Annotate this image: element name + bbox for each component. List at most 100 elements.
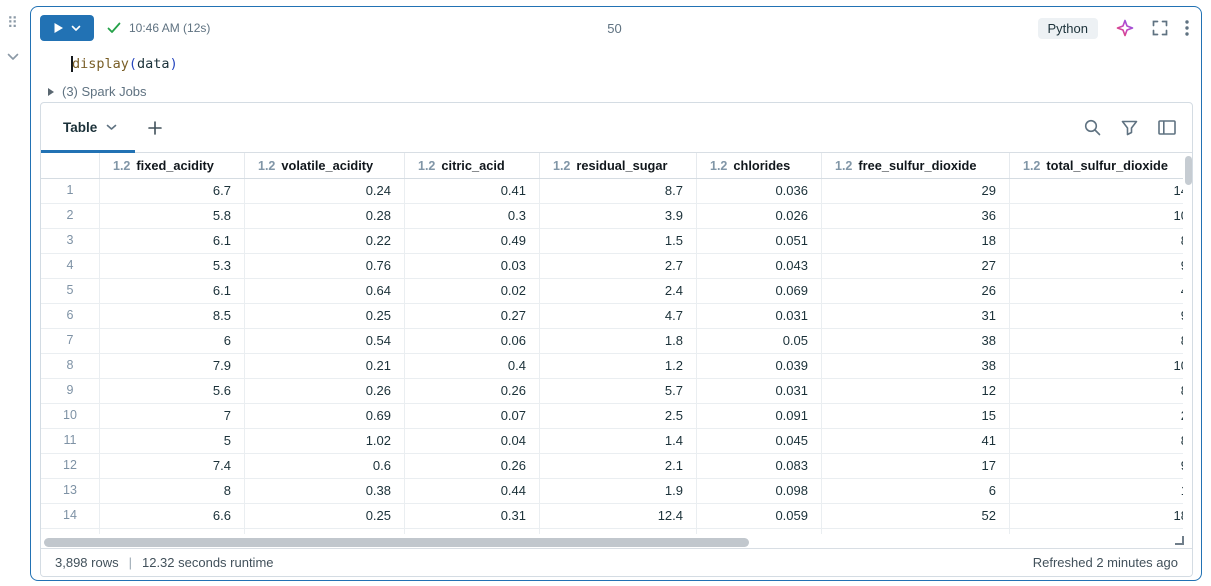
cell: 0.26 — [405, 454, 540, 478]
row-number: 2 — [41, 204, 100, 228]
code-editor-line[interactable]: display(data) — [71, 54, 178, 74]
column-header-volatile_acidity[interactable]: 1.2 volatile_acidity — [245, 153, 405, 178]
cell: 4 — [1010, 279, 1183, 303]
column-header-fixed_acidity[interactable]: 1.2 fixed_acidity — [100, 153, 245, 178]
run-chevron-down-icon — [71, 25, 81, 32]
spark-jobs-expander[interactable]: (3) Spark Jobs — [48, 84, 147, 99]
column-header-total_sulfur_dioxide[interactable]: 1.2 total_sulfur_dioxide — [1010, 153, 1183, 178]
cell: 5.3 — [100, 254, 245, 278]
cell: 6 — [822, 479, 1010, 503]
drag-handle-icon[interactable]: ⠿ — [7, 15, 18, 32]
cell: 10 — [1010, 204, 1183, 228]
columns-icon[interactable] — [1158, 120, 1176, 135]
numeric-type-icon: 1.2 — [710, 158, 728, 173]
column-name: fixed_acidity — [136, 158, 214, 173]
cell: 52 — [822, 504, 1010, 528]
cell: 8.5 — [100, 304, 245, 328]
cell: 29 — [822, 179, 1010, 203]
text-cursor — [71, 56, 73, 72]
grid-header-row: 1.2 fixed_acidity 1.2 volatile_acidity 1.2 ci… — [41, 153, 1183, 179]
cell: 5.7 — [540, 379, 697, 403]
cell: 0.039 — [697, 354, 822, 378]
numeric-type-icon: 1.2 — [835, 158, 853, 173]
code-argument: data — [137, 56, 170, 72]
expander-triangle-icon — [48, 87, 54, 96]
cell-toolbar: 50 10:46 AM (12s) Python — [40, 14, 1189, 42]
cell: 8 — [1010, 429, 1183, 453]
column-name: chlorides — [733, 158, 791, 173]
cell: 0.21 — [245, 354, 405, 378]
cell: 0.026 — [697, 204, 822, 228]
language-selector[interactable]: Python — [1037, 17, 1098, 39]
cell: 2.5 — [540, 404, 697, 428]
cell: 9 — [1010, 304, 1183, 328]
code-open-paren: ( — [128, 56, 138, 72]
tab-table-label: Table — [63, 120, 98, 135]
run-button[interactable] — [40, 15, 94, 41]
tab-chevron-down-icon — [106, 124, 117, 131]
table-row: 56.10.640.022.40.069264 — [41, 279, 1183, 304]
cell: 6 — [100, 329, 245, 353]
refreshed-text: Refreshed 2 minutes ago — [1032, 555, 1178, 570]
table-row: 127.40.60.262.10.083179 — [41, 454, 1183, 479]
cell: 18 — [1010, 504, 1183, 528]
horizontal-scrollbar[interactable] — [44, 538, 749, 547]
collapse-chevron-icon[interactable] — [7, 48, 19, 66]
cell: 1.2 — [540, 354, 697, 378]
cell: 1.02 — [245, 429, 405, 453]
row-number-header — [41, 153, 100, 178]
column-header-chlorides[interactable]: 1.2 chlorides — [697, 153, 822, 178]
tab-table[interactable]: Table — [41, 103, 131, 152]
cell: 0.045 — [697, 429, 822, 453]
cell — [100, 529, 245, 534]
cell: 0.03 — [405, 254, 540, 278]
column-name: volatile_acidity — [281, 158, 374, 173]
vertical-scrollbar[interactable] — [1185, 156, 1192, 185]
filter-icon[interactable] — [1121, 120, 1138, 136]
column-name: citric_acid — [441, 158, 505, 173]
numeric-type-icon: 1.2 — [258, 158, 276, 173]
cell: 1.9 — [540, 479, 697, 503]
cell: 0.06 — [405, 329, 540, 353]
table-row: 45.30.760.032.70.043279 — [41, 254, 1183, 279]
success-check-icon — [107, 22, 121, 34]
cell: 8 — [1010, 329, 1183, 353]
numeric-type-icon: 1.2 — [553, 158, 571, 173]
cell: 0.69 — [245, 404, 405, 428]
column-header-citric_acid[interactable]: 1.2 citric_acid — [405, 153, 540, 178]
assistant-sparkle-icon[interactable] — [1115, 18, 1135, 38]
column-header-free_sulfur_dioxide[interactable]: 1.2 free_sulfur_dioxide — [822, 153, 1010, 178]
cell: 8 — [100, 479, 245, 503]
cell: 12 — [822, 379, 1010, 403]
cell: 38 — [822, 329, 1010, 353]
cell: 5.8 — [100, 204, 245, 228]
search-icon[interactable] — [1084, 119, 1101, 136]
cell: 4.7 — [540, 304, 697, 328]
cell: 0.083 — [697, 454, 822, 478]
cell: 0.64 — [245, 279, 405, 303]
cell: 8 — [1010, 379, 1183, 403]
cell: 0.24 — [245, 179, 405, 203]
cell: 26 — [822, 279, 1010, 303]
row-number: 8 — [41, 354, 100, 378]
row-number: 1 — [41, 179, 100, 203]
numeric-type-icon: 1.2 — [418, 158, 436, 173]
cell — [405, 529, 540, 534]
cell: 0.091 — [697, 404, 822, 428]
cell: 0.059 — [697, 504, 822, 528]
cell: 8.7 — [540, 179, 697, 203]
cell: 0.27 — [405, 304, 540, 328]
table-row: 16.70.240.418.70.0362914 — [41, 179, 1183, 204]
cell: 0.031 — [697, 304, 822, 328]
cell: 0.26 — [245, 379, 405, 403]
resize-handle[interactable] — [1175, 536, 1184, 545]
add-visualization-button[interactable] — [141, 114, 169, 142]
fullscreen-icon[interactable] — [1152, 20, 1168, 36]
column-header-residual_sugar[interactable]: 1.2 residual_sugar — [540, 153, 697, 178]
cell: 0.05 — [697, 329, 822, 353]
row-number: 10 — [41, 404, 100, 428]
column-name: free_sulfur_dioxide — [858, 158, 977, 173]
kebab-menu-icon[interactable] — [1185, 20, 1189, 36]
cell: 1 — [1010, 479, 1183, 503]
